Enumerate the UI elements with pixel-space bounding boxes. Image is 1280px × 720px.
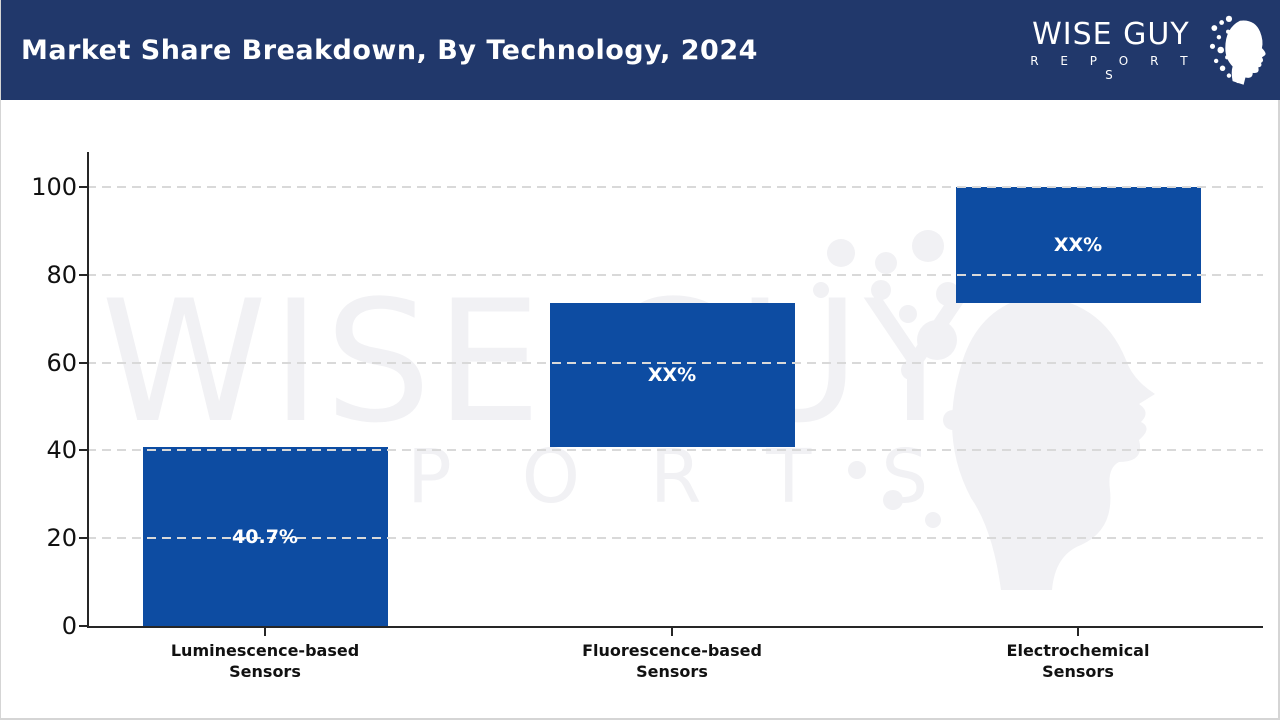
category-label-line: Sensors [636,662,708,681]
bar-segment [549,303,795,448]
category-label-line: Electrochemical [1006,641,1150,660]
category-label: Fluorescence-based Sensors [582,640,762,682]
wise-guy-reports-logo: WISE GUY R E P O R T S [1019,6,1269,94]
x-tick-mark [671,628,673,636]
y-axis-line [87,152,89,628]
gridline [87,449,1263,452]
x-axis-line [87,626,1263,628]
logo-subtitle: R E P O R T S [1030,53,1197,82]
y-tick-mark [79,449,87,452]
x-tick-mark [1077,628,1079,636]
bar-segment [955,187,1201,304]
bar-value-label: XX% [647,364,697,387]
y-tick-label: 40 [46,436,77,465]
bar-value-label: XX% [1053,234,1103,257]
y-tick-label: 20 [46,524,77,553]
gridline [87,186,1263,188]
category-label-line: Luminescence-based [170,641,360,660]
y-tick-label: 100 [31,173,77,201]
gridline [87,273,1263,276]
watermark-head-icon [813,230,1155,590]
gridline [87,361,1263,364]
y-tick-label: 80 [46,260,77,289]
chart-area: 0 20 40 60 80 100 40.7% Luminescence-based Senso… [1,100,1280,720]
header-bar: Market Share Breakdown, By Technology, 2… [1,0,1280,100]
logo-head-icon [1209,15,1266,85]
gridline [87,537,1263,540]
category-label-line: Fluorescence-based [582,641,762,660]
category-label: Luminescence-based Sensors [171,640,359,682]
y-tick-mark [79,537,87,540]
page-title: Market Share Breakdown, By Technology, 2… [21,34,758,66]
y-tick-mark [79,625,87,627]
category-label-line: Sensors [1042,662,1114,681]
logo-wordmark: WISE GUY [1032,16,1190,52]
category-label-line: Sensors [229,662,301,681]
bar-segment [142,447,388,626]
y-tick-mark [79,186,87,188]
bar-value-label: 40.7% [232,525,298,548]
logo-text: WISE GUY R E P O R T S [1019,16,1203,82]
y-tick-mark [79,273,87,276]
category-label: Electrochemical Sensors [1007,640,1150,682]
y-tick-label: 0 [61,612,77,640]
y-tick-label: 60 [46,348,77,377]
y-tick-mark [79,361,87,364]
x-tick-mark [264,628,266,636]
